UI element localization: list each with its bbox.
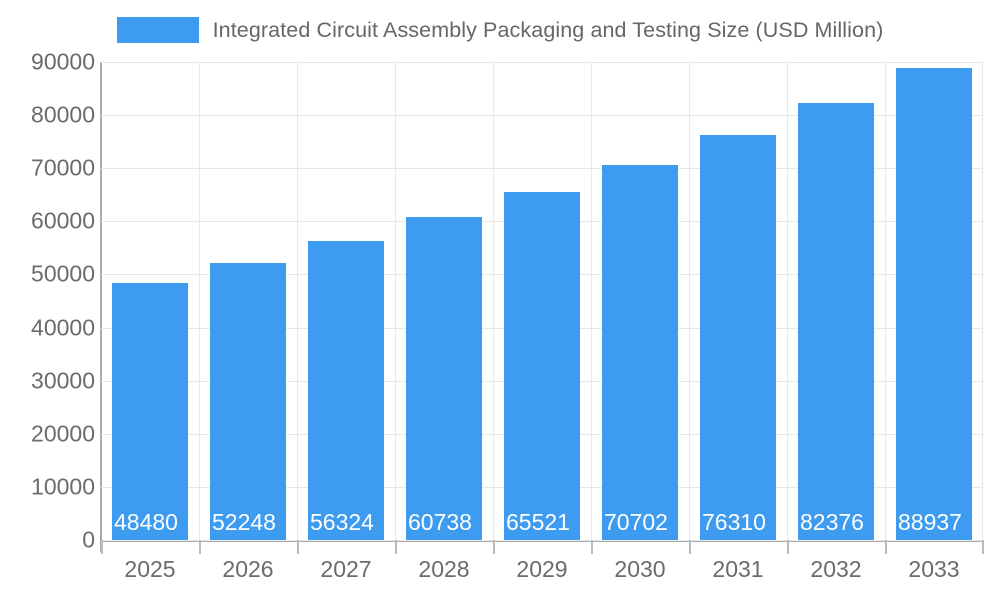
gridline-vertical [885, 62, 886, 540]
x-axis-tick-label: 2030 [614, 556, 666, 582]
chart-legend: Integrated Circuit Assembly Packaging an… [0, 14, 1000, 46]
legend-color-swatch[interactable] [116, 17, 199, 43]
y-axis-tick-label: 0 [82, 526, 95, 553]
bar-value-label: 70702 [604, 509, 668, 535]
y-axis-tick-label: 10000 [31, 473, 95, 500]
gridline-horizontal [101, 62, 983, 63]
bar[interactable]: 88937 [896, 67, 972, 540]
x-axis-tick-label: 2027 [320, 556, 372, 582]
gridline-vertical [787, 62, 788, 540]
y-axis-tick-label: 20000 [31, 420, 95, 447]
y-axis-line [100, 62, 102, 552]
x-axis-tick-label: 2033 [908, 556, 960, 582]
gridline-horizontal [101, 115, 983, 117]
gridline-horizontal [101, 168, 983, 170]
bar-group: 56324 [297, 62, 395, 540]
bar[interactable]: 76310 [700, 134, 776, 540]
bar-group: 70702 [591, 62, 689, 540]
gridline-vertical [297, 62, 298, 540]
gridline-vertical [982, 62, 983, 540]
x-axis-tick-mark [689, 540, 691, 554]
y-axis-tick-label: 40000 [31, 314, 95, 341]
x-axis-tick-mark [199, 540, 201, 554]
x-axis-tick-label: 2028 [418, 556, 470, 582]
bar[interactable]: 82376 [798, 102, 874, 540]
bar[interactable]: 52248 [210, 262, 286, 540]
bar-value-label: 52248 [212, 509, 276, 535]
y-axis-tick-label: 90000 [31, 48, 95, 75]
y-axis-tick-label: 50000 [31, 260, 95, 287]
y-axis-tick-label: 80000 [31, 101, 95, 128]
y-axis-tick-label: 70000 [31, 154, 95, 181]
bar[interactable]: 60738 [406, 217, 482, 540]
bar[interactable]: 65521 [504, 192, 580, 540]
bar-value-label: 88937 [898, 509, 962, 535]
gridline-horizontal [101, 540, 983, 541]
bar[interactable]: 70702 [602, 164, 678, 540]
x-axis-tick-label: 2032 [810, 556, 862, 582]
y-axis-tick-label: 30000 [31, 367, 95, 394]
x-axis-tick-label: 2025 [124, 556, 176, 582]
bar-value-label: 82376 [800, 509, 864, 535]
y-axis-tick-label: 60000 [31, 207, 95, 234]
x-axis-tick-mark [787, 540, 789, 554]
bar-group: 65521 [493, 62, 591, 540]
bar-value-label: 48480 [114, 509, 178, 535]
bar-value-label: 76310 [702, 509, 766, 535]
bar[interactable]: 56324 [308, 240, 384, 540]
x-axis-tick-mark [982, 540, 984, 554]
bar-group: 88937 [885, 62, 983, 540]
x-axis-tick-mark [101, 540, 103, 554]
x-axis-tick-mark [885, 540, 887, 554]
x-axis-tick-label: 2026 [222, 556, 274, 582]
x-axis-tick-mark [591, 540, 593, 554]
gridline-vertical [199, 62, 200, 540]
bar[interactable]: 48480 [112, 282, 188, 540]
gridline-vertical [689, 62, 690, 540]
legend-label: Integrated Circuit Assembly Packaging an… [212, 17, 884, 42]
bar-value-label: 60738 [408, 509, 472, 535]
bar-value-label: 56324 [310, 509, 374, 535]
x-axis-tick-mark [493, 540, 495, 554]
x-axis-tick-mark [297, 540, 299, 554]
y-axis-labels: 0 10000 20000 30000 40000 50000 60000 70000 8000… [0, 0, 95, 600]
gridline-vertical [493, 62, 494, 540]
bar-group: 82376 [787, 62, 885, 540]
bar-group: 76310 [689, 62, 787, 540]
bar-group: 48480 [101, 62, 199, 540]
bar-group: 52248 [199, 62, 297, 540]
x-axis-tick-mark [395, 540, 397, 554]
x-axis-tick-label: 2031 [712, 556, 764, 582]
x-axis-tick-label: 2029 [516, 556, 568, 582]
x-axis-line [101, 540, 984, 542]
plot-area: 48480 52248 56324 60738 65521 70702 76310 82376… [101, 62, 983, 541]
gridline-vertical [591, 62, 592, 540]
bar-value-label: 65521 [506, 509, 570, 535]
bar-group: 60738 [395, 62, 493, 540]
gridline-vertical [395, 62, 396, 540]
